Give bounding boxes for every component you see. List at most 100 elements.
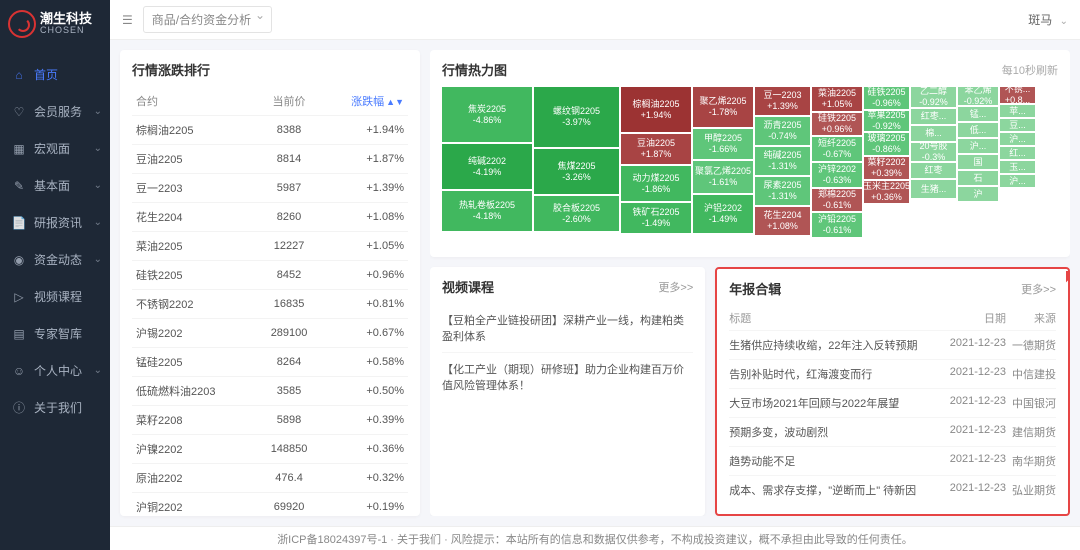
- heatmap-cell[interactable]: 聚乙烯2205-1.78%: [693, 87, 753, 127]
- rank-col-name[interactable]: 合约: [132, 87, 257, 116]
- heatmap-cell[interactable]: 红枣...: [911, 109, 956, 124]
- heatmap-cell[interactable]: 国: [958, 155, 998, 169]
- report-row[interactable]: 趋势动能不足2021-12-23南华期货: [729, 446, 1056, 475]
- nav-icon: ▦: [12, 142, 26, 156]
- heatmap-cell[interactable]: 石: [958, 171, 998, 185]
- video-more-link[interactable]: 更多>>: [658, 279, 693, 295]
- heatmap-cell[interactable]: 沪: [958, 187, 998, 201]
- heatmap-cell[interactable]: 硅铁2205+0.96%: [812, 113, 862, 135]
- heatmap-cell[interactable]: 铁矿石2205-1.49%: [621, 203, 691, 233]
- chevron-down-icon: ⌄: [1060, 16, 1068, 27]
- heatmap-cell[interactable]: 20号胶-0.3%: [911, 143, 956, 161]
- heatmap-cell[interactable]: 苹果2205-0.92%: [864, 111, 909, 131]
- heatmap-cell[interactable]: 菜油2205+1.05%: [812, 87, 862, 111]
- analysis-select[interactable]: 商品/合约资金分析: [143, 6, 272, 33]
- report-row[interactable]: 告别补贴时代，红海渡变而行2021-12-23中信建投: [729, 359, 1056, 388]
- rank-col-change[interactable]: 涨跌幅▲▼: [321, 87, 408, 116]
- heatmap-cell[interactable]: 棕榈油2205+1.94%: [621, 87, 691, 132]
- heatmap-cell[interactable]: 生猪...: [911, 180, 956, 198]
- heatmap-cell[interactable]: 郑棉2205-0.61%: [812, 189, 862, 211]
- nav-item-研报资讯[interactable]: 📄研报资讯⌄: [0, 204, 110, 241]
- heatmap-cell[interactable]: 纯碱2202-4.19%: [442, 144, 532, 189]
- brand-logo: 潮生科技 CHOSEN: [0, 0, 110, 48]
- heatmap-cell[interactable]: 红枣: [911, 163, 956, 178]
- report-row[interactable]: 生猪供应持续收缩，22年注入反转预期2021-12-23一德期货: [729, 330, 1056, 359]
- heatmap-cell[interactable]: 甲醇2205-1.66%: [693, 129, 753, 159]
- heatmap-cell[interactable]: 玉...: [1000, 161, 1035, 173]
- heatmap-cell[interactable]: 短纤2205-0.67%: [812, 137, 862, 161]
- heatmap-cell[interactable]: 沪...: [1000, 175, 1035, 187]
- nav-item-首页[interactable]: ⌂首页: [0, 56, 110, 93]
- heatmap-cell[interactable]: 沪...: [958, 139, 998, 153]
- rank-title: 行情涨跌排行: [132, 60, 210, 79]
- heatmap-chart[interactable]: 焦炭2205-4.86%纯碱2202-4.19%热轧卷板2205-4.18% 螺纹…: [442, 87, 1058, 247]
- rank-row[interactable]: 沪铜220269920+0.19%: [132, 493, 408, 517]
- rank-row[interactable]: 沪镍2202148850+0.36%: [132, 435, 408, 464]
- video-item[interactable]: 【豆粕全产业链投研团】深耕产业一线，构建粕类盈利体系: [442, 304, 693, 353]
- nav-item-专家智库[interactable]: ▤专家智库: [0, 315, 110, 352]
- rank-row[interactable]: 花生22048260+1.08%: [132, 203, 408, 232]
- heatmap-cell[interactable]: 纯碱2205-1.31%: [755, 147, 810, 175]
- report-row[interactable]: 预期多变，波动剧烈2021-12-23建信期货: [729, 417, 1056, 446]
- heatmap-cell[interactable]: 聚氯乙烯2205-1.61%: [693, 161, 753, 193]
- rank-row[interactable]: 沪锡2202289100+0.67%: [132, 319, 408, 348]
- menu-toggle-icon[interactable]: ☰: [122, 13, 133, 27]
- rank-row[interactable]: 棕榈油22058388+1.94%: [132, 116, 408, 145]
- nav-icon: ♡: [12, 105, 26, 119]
- heatmap-cell[interactable]: 沪...: [1000, 133, 1035, 145]
- rank-row[interactable]: 豆油22058814+1.87%: [132, 145, 408, 174]
- heatmap-cell[interactable]: 沥青2205-0.74%: [755, 117, 810, 145]
- heatmap-cell[interactable]: 沪铅2205-0.61%: [812, 213, 862, 237]
- heatmap-cell[interactable]: 热轧卷板2205-4.18%: [442, 191, 532, 231]
- heatmap-cell[interactable]: 玻璃2205-0.86%: [864, 133, 909, 155]
- heatmap-cell[interactable]: 豆油2205+1.87%: [621, 134, 691, 164]
- rank-col-price[interactable]: 当前价: [257, 87, 321, 116]
- nav-label: 首页: [34, 66, 58, 83]
- nav-item-基本面[interactable]: ✎基本面⌄: [0, 167, 110, 204]
- heatmap-cell[interactable]: 尿素2205-1.31%: [755, 177, 810, 205]
- heatmap-cell[interactable]: 红...: [1000, 147, 1035, 159]
- heatmap-cell[interactable]: 豆...: [1000, 119, 1035, 131]
- heatmap-cell[interactable]: 低...: [958, 123, 998, 137]
- heatmap-cell[interactable]: 棉...: [911, 126, 956, 141]
- heatmap-cell[interactable]: 焦煤2205-3.26%: [534, 149, 619, 194]
- video-item[interactable]: 【化工产业（期现）研修班】助力企业构建百万价值风险管理体系！: [442, 353, 693, 401]
- heatmap-cell[interactable]: 螺纹钢2205-3.97%: [534, 87, 619, 147]
- heatmap-cell[interactable]: 动力煤2205-1.86%: [621, 166, 691, 201]
- heatmap-cell[interactable]: 沪铝2202-1.49%: [693, 195, 753, 233]
- rank-row[interactable]: 不锈钢220216835+0.81%: [132, 290, 408, 319]
- rank-row[interactable]: 菜油220512227+1.05%: [132, 232, 408, 261]
- rank-row[interactable]: 菜籽22085898+0.39%: [132, 406, 408, 435]
- chevron-down-icon: ⌄: [94, 180, 102, 191]
- rank-row[interactable]: 豆一22035987+1.39%: [132, 174, 408, 203]
- heatmap-cell[interactable]: 苹...: [1000, 105, 1035, 117]
- heatmap-cell[interactable]: 不锈...+0.8...: [1000, 87, 1035, 103]
- nav-item-视频课程[interactable]: ▷视频课程: [0, 278, 110, 315]
- heatmap-cell[interactable]: 花生2204+1.08%: [755, 207, 810, 235]
- nav-item-宏观面[interactable]: ▦宏观面⌄: [0, 130, 110, 167]
- nav-item-个人中心[interactable]: ☺个人中心⌄: [0, 352, 110, 389]
- heatmap-cell[interactable]: 胶合板2205-2.60%: [534, 196, 619, 231]
- nav-item-会员服务[interactable]: ♡会员服务⌄: [0, 93, 110, 130]
- nav-label: 研报资讯: [34, 214, 82, 231]
- heatmap-cell[interactable]: 菜籽2202+0.39%: [864, 157, 909, 179]
- heatmap-cell[interactable]: 乙二醇-0.92%: [911, 87, 956, 107]
- rank-row[interactable]: 硅铁22058452+0.96%: [132, 261, 408, 290]
- report-more-link[interactable]: 更多>>: [1021, 281, 1056, 297]
- heatmap-cell[interactable]: 苯乙烯-0.92%: [958, 87, 998, 105]
- heatmap-cell[interactable]: 焦炭2205-4.86%: [442, 87, 532, 142]
- user-menu[interactable]: 斑马 ⌄: [1028, 11, 1068, 28]
- rank-row[interactable]: 低硫燃料油22033585+0.50%: [132, 377, 408, 406]
- report-row[interactable]: 成本、需求存支撑，"逆断而上" 待新因2021-12-23弘业期货: [729, 475, 1056, 504]
- rank-row[interactable]: 锰硅22058264+0.58%: [132, 348, 408, 377]
- video-card: 视频课程 更多>> 【豆粕全产业链投研团】深耕产业一线，构建粕类盈利体系【化工产…: [430, 267, 705, 516]
- rank-row[interactable]: 原油2202476.4+0.32%: [132, 464, 408, 493]
- nav-item-关于我们[interactable]: ⓘ关于我们: [0, 389, 110, 426]
- heatmap-cell[interactable]: 沪锌2202-0.63%: [812, 163, 862, 187]
- heatmap-cell[interactable]: 硅铁2205-0.96%: [864, 87, 909, 109]
- nav-item-资金动态[interactable]: ◉资金动态⌄: [0, 241, 110, 278]
- heatmap-cell[interactable]: 锰...: [958, 107, 998, 121]
- report-row[interactable]: 大豆市场2021年回顾与2022年展望2021-12-23中国银河: [729, 388, 1056, 417]
- heatmap-cell[interactable]: 玉米主2205+0.36%: [864, 181, 909, 203]
- heatmap-cell[interactable]: 豆一2203+1.39%: [755, 87, 810, 115]
